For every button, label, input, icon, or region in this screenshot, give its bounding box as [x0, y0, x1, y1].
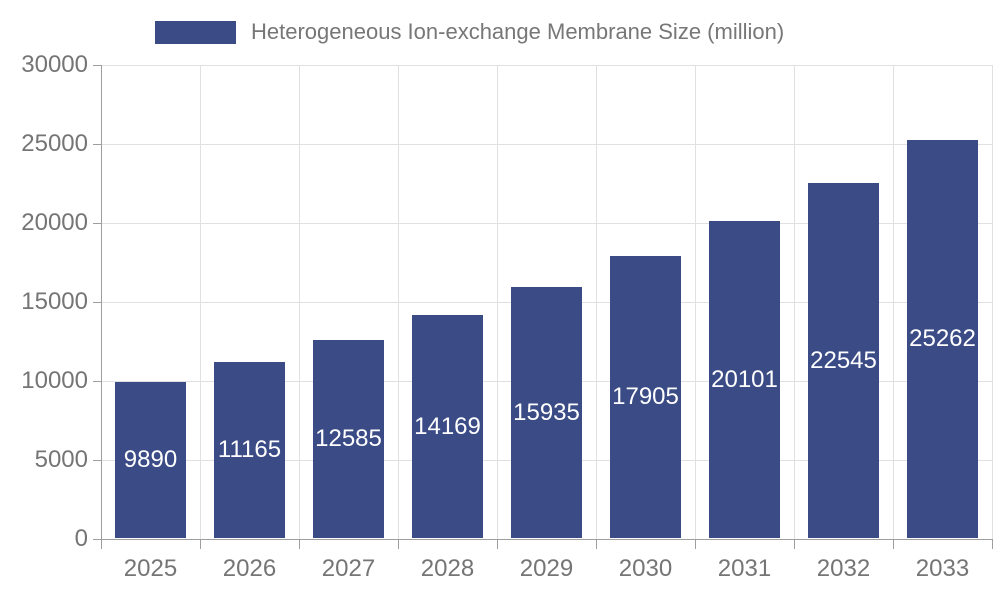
x-axis-tick: [695, 538, 696, 549]
x-axis-tick: [101, 538, 102, 549]
y-gridline: [101, 222, 992, 224]
y-axis-tick: [93, 143, 101, 145]
y-tick-label: 15000: [21, 287, 88, 315]
x-tick-label: 2025: [123, 554, 178, 582]
bar[interactable]: [610, 255, 681, 539]
bar-value-label: 15935: [513, 398, 580, 426]
x-tick-label: 2029: [519, 554, 574, 582]
bar-value-label: 14169: [414, 412, 481, 440]
x-axis-tick: [893, 538, 894, 549]
x-tick-label: 2026: [222, 554, 277, 582]
x-axis-tick: [992, 538, 993, 549]
y-tick-label: 20000: [21, 208, 88, 236]
x-gridline: [299, 65, 300, 539]
bar-value-label: 22545: [810, 346, 877, 374]
y-tick-label: 30000: [21, 51, 88, 78]
y-gridline: [101, 65, 992, 66]
bar[interactable]: [709, 221, 780, 539]
x-axis-tick: [200, 538, 201, 549]
y-gridline: [101, 143, 992, 145]
y-axis-tick: [93, 222, 101, 224]
x-gridline: [497, 65, 498, 539]
x-axis-tick: [299, 538, 300, 549]
y-tick-label: 5000: [34, 445, 88, 473]
x-gridline: [695, 65, 696, 539]
x-axis-tick: [497, 538, 498, 549]
x-axis-tick: [794, 538, 795, 549]
y-axis-tick: [93, 65, 101, 66]
x-tick-label: 2032: [816, 554, 871, 582]
y-axis-tick: [93, 380, 101, 382]
x-tick-label: 2030: [618, 554, 673, 582]
bar-value-label: 25262: [909, 325, 976, 353]
y-tick-label: 25000: [21, 129, 88, 157]
x-axis-tick: [596, 538, 597, 549]
legend-label: Heterogeneous Ion-exchange Membrane Size…: [251, 19, 785, 44]
bar-value-label: 20101: [711, 365, 778, 393]
bar[interactable]: [214, 362, 285, 539]
bar-value-label: 17905: [612, 383, 679, 411]
x-gridline: [596, 65, 597, 539]
bar[interactable]: [511, 286, 582, 539]
legend-item[interactable]: Heterogeneous Ion-exchange Membrane Size…: [155, 18, 784, 46]
bar[interactable]: [313, 339, 384, 539]
y-tick-label: 0: [74, 524, 88, 552]
bar[interactable]: [115, 382, 186, 539]
x-tick-label: 2028: [420, 554, 475, 582]
y-axis-tick: [93, 301, 101, 303]
y-axis-line: [101, 65, 102, 540]
x-axis-line: [93, 538, 993, 540]
legend-swatch: [155, 20, 236, 44]
x-tick-label: 2033: [915, 554, 970, 582]
bar[interactable]: [808, 182, 879, 539]
bar[interactable]: [907, 139, 978, 539]
x-gridline: [398, 65, 399, 539]
x-gridline: [893, 65, 894, 539]
x-gridline: [200, 65, 201, 539]
x-tick-label: 2027: [321, 554, 376, 582]
x-gridline: [794, 65, 795, 539]
x-tick-label: 2031: [717, 554, 772, 582]
x-gridline: [992, 65, 993, 539]
y-tick-label: 10000: [21, 366, 88, 394]
x-axis-tick: [398, 538, 399, 549]
bar[interactable]: [412, 314, 483, 539]
bar-value-label: 9890: [123, 446, 178, 474]
y-axis-tick: [93, 459, 101, 461]
bar-value-label: 11165: [217, 436, 282, 464]
bar-value-label: 12585: [315, 425, 382, 453]
